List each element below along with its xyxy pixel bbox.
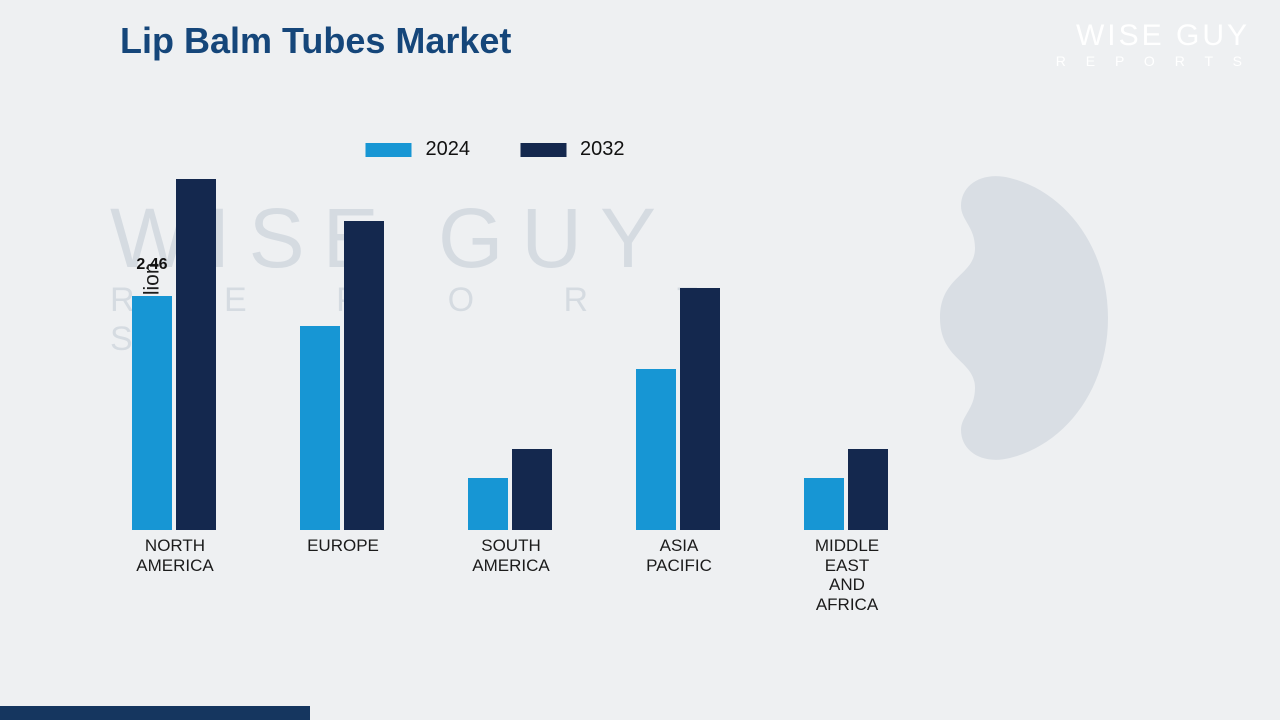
brand-logo: WISE GUY R E P O R T S — [1056, 20, 1250, 68]
bar — [636, 369, 676, 531]
page-root: Lip Balm Tubes Market WISE GUY R E P O R… — [0, 0, 1280, 720]
chart-area: Market Size in USD Billion 2024 2032 NOR… — [40, 150, 950, 620]
bar — [848, 449, 888, 530]
category-label: ASIAPACIFIC — [614, 536, 744, 575]
plot-region: NORTHAMERICA2.46EUROPESOUTHAMERICAASIAPA… — [110, 150, 950, 530]
bar — [680, 288, 720, 530]
bottom-accent-bar — [0, 706, 310, 720]
bar — [176, 179, 216, 531]
category-label: SOUTHAMERICA — [446, 536, 576, 575]
value-label: 2.46 — [136, 256, 167, 274]
category-label: EUROPE — [278, 536, 408, 556]
bar — [468, 478, 508, 530]
bar — [344, 221, 384, 530]
brand-logo-line1: WISE GUY — [1056, 20, 1250, 52]
category-label: MIDDLEEASTANDAFRICA — [782, 536, 912, 614]
brand-logo-line2: R E P O R T S — [1056, 54, 1250, 69]
chart-title: Lip Balm Tubes Market — [120, 20, 511, 62]
bar — [132, 296, 172, 530]
bar — [300, 326, 340, 530]
bar — [512, 449, 552, 530]
bar — [804, 478, 844, 530]
category-label: NORTHAMERICA — [110, 536, 240, 575]
